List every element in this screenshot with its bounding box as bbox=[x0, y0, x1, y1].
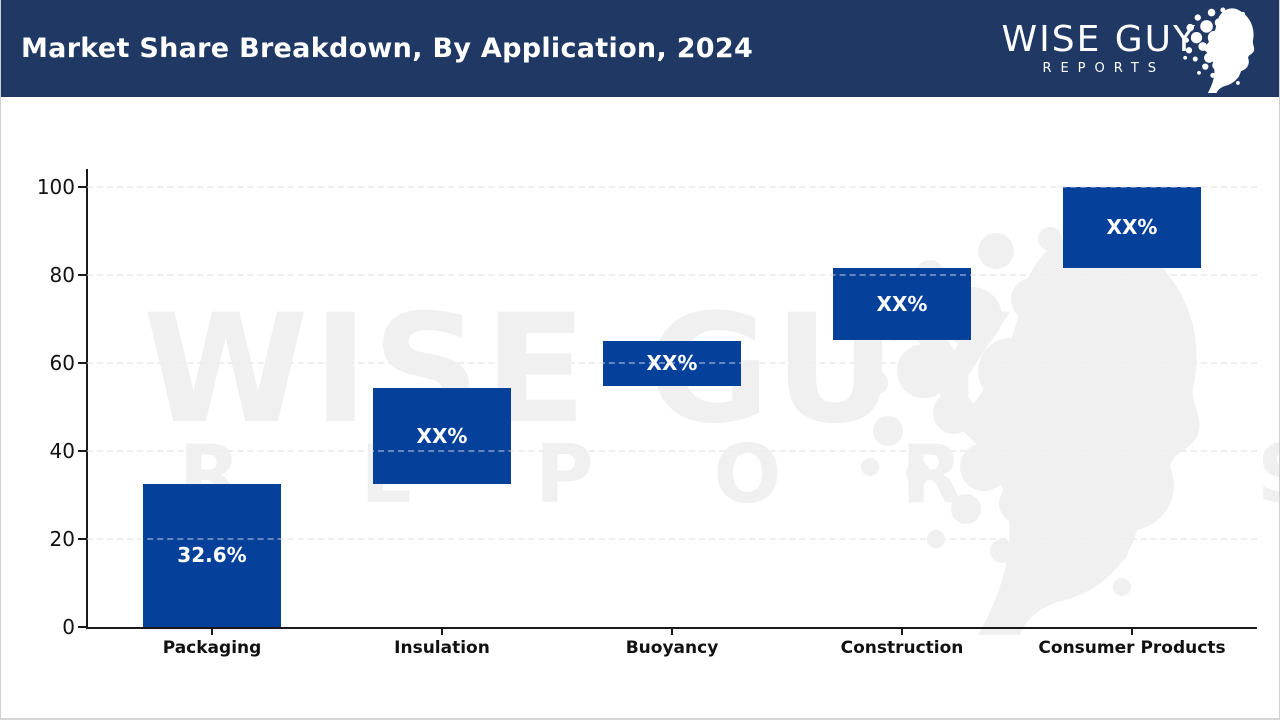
bar-construction bbox=[833, 267, 971, 341]
gridline bbox=[87, 538, 1257, 540]
gridline bbox=[87, 274, 1257, 276]
y-tick-label: 40 bbox=[49, 439, 75, 463]
logo-wordmark: WISE GUY bbox=[1001, 19, 1197, 60]
x-tick bbox=[211, 627, 213, 635]
chart-header-band: Market Share Breakdown, By Application, … bbox=[1, 0, 1279, 97]
x-tick-label-consumer-products: Consumer Products bbox=[1038, 638, 1226, 658]
bar-insulation bbox=[373, 387, 511, 484]
x-tick bbox=[441, 627, 443, 635]
gridline bbox=[87, 450, 1257, 452]
y-axis bbox=[86, 169, 88, 629]
x-tick bbox=[671, 627, 673, 635]
y-tick bbox=[78, 186, 86, 188]
wiseguy-logo-text: WISE GUY REPORTS bbox=[1001, 19, 1198, 76]
wiseguy-logo: WISE GUY REPORTS bbox=[1002, 5, 1264, 93]
y-tick bbox=[78, 626, 86, 628]
y-tick bbox=[78, 362, 86, 364]
bar-consumer-products bbox=[1063, 187, 1201, 268]
gridline-overlay bbox=[87, 362, 1257, 364]
plot-area: WISE GUY R E P O R T S 0 20 40 60 80 100 32.6%… bbox=[1, 97, 1279, 718]
dotted-head-logo-icon bbox=[1179, 5, 1263, 93]
x-tick-label-insulation: Insulation bbox=[394, 638, 490, 658]
gridline-overlay bbox=[87, 450, 1257, 452]
chart-title: Market Share Breakdown, By Application, … bbox=[21, 33, 754, 64]
x-tick-label-construction: Construction bbox=[840, 638, 964, 658]
y-tick bbox=[78, 450, 86, 452]
y-tick-label: 80 bbox=[49, 263, 75, 287]
bar-value-label-consumer-products: XX% bbox=[1106, 215, 1158, 240]
y-tick-label: 0 bbox=[62, 615, 75, 639]
y-tick-label: 60 bbox=[49, 351, 75, 375]
bar-buoyancy bbox=[603, 341, 741, 386]
bar-value-label-insulation: XX% bbox=[416, 423, 468, 448]
y-tick-label: 20 bbox=[49, 527, 75, 551]
logo-subtitle: REPORTS bbox=[1042, 61, 1166, 76]
gridline-overlay bbox=[87, 186, 1257, 188]
x-tick-label-packaging: Packaging bbox=[162, 638, 262, 658]
gridline-overlay bbox=[87, 538, 1257, 540]
gridline bbox=[87, 186, 1257, 188]
y-tick bbox=[78, 274, 86, 276]
x-tick bbox=[901, 627, 903, 635]
gridline-overlay bbox=[87, 274, 1257, 276]
bar-value-label-packaging: 32.6% bbox=[177, 543, 247, 568]
bar-packaging bbox=[143, 483, 281, 627]
bar-value-label-buoyancy: XX% bbox=[646, 351, 698, 376]
x-tick bbox=[1131, 627, 1133, 635]
bar-value-label-construction: XX% bbox=[876, 292, 928, 317]
y-tick-label: 100 bbox=[36, 175, 75, 199]
y-tick bbox=[78, 538, 86, 540]
x-tick-label-buoyancy: Buoyancy bbox=[625, 638, 719, 658]
